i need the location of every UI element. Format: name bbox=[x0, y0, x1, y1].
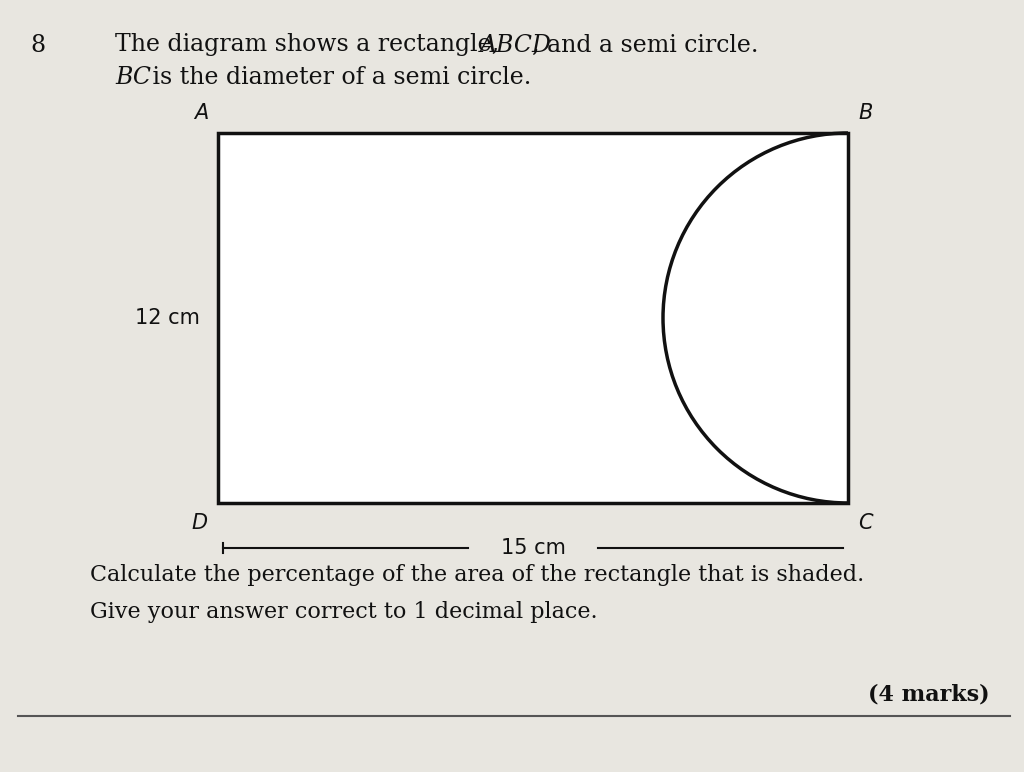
Text: The diagram shows a rectangle,: The diagram shows a rectangle, bbox=[115, 33, 507, 56]
Text: D: D bbox=[191, 513, 208, 533]
Text: ABCD: ABCD bbox=[480, 33, 552, 56]
Text: Give your answer correct to 1 decimal place.: Give your answer correct to 1 decimal pl… bbox=[90, 601, 598, 623]
Text: is the diameter of a semi circle.: is the diameter of a semi circle. bbox=[145, 66, 531, 90]
Text: A: A bbox=[194, 103, 208, 123]
Text: B: B bbox=[858, 103, 872, 123]
Text: (4 marks): (4 marks) bbox=[868, 684, 990, 706]
Text: BC: BC bbox=[115, 66, 151, 90]
Text: 12 cm: 12 cm bbox=[135, 308, 200, 328]
Text: , and a semi circle.: , and a semi circle. bbox=[532, 33, 759, 56]
Text: C: C bbox=[858, 513, 872, 533]
Text: 8: 8 bbox=[30, 33, 45, 56]
Bar bbox=[218, 133, 848, 503]
Text: 15 cm: 15 cm bbox=[501, 538, 565, 558]
Text: Calculate the percentage of the area of the rectangle that is shaded.: Calculate the percentage of the area of … bbox=[90, 564, 864, 586]
